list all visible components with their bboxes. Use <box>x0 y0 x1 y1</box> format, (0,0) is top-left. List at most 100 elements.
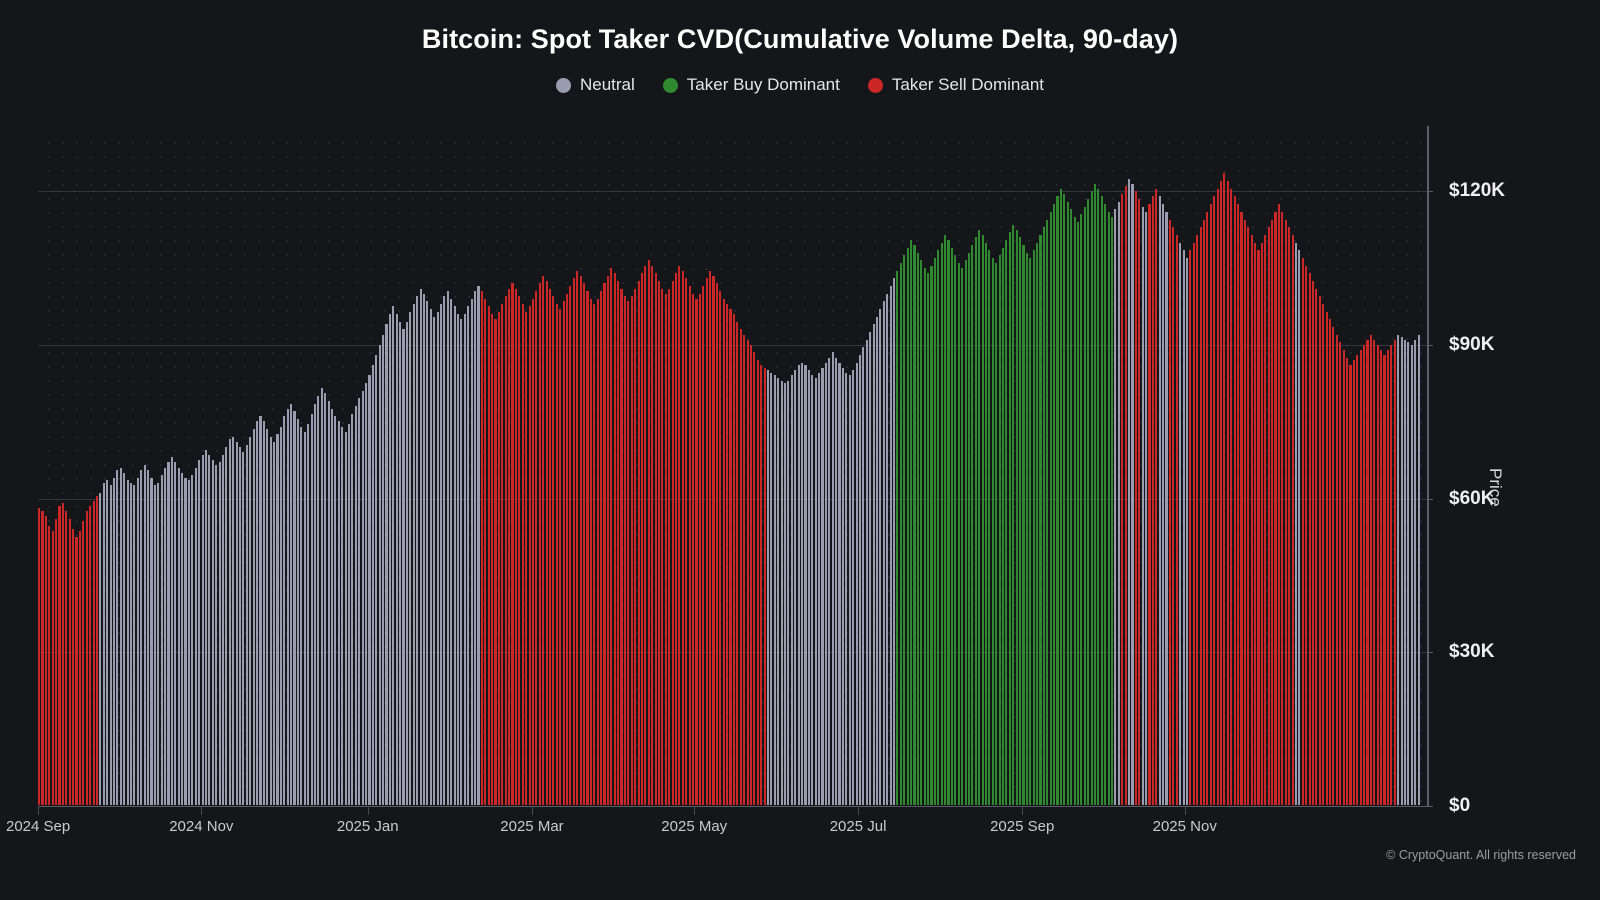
bar <box>606 275 609 805</box>
y-tick-mark <box>1427 806 1433 807</box>
bar <box>1025 252 1028 805</box>
legend-label: Taker Buy Dominant <box>686 75 840 94</box>
legend-item-sell[interactable]: Taker Sell Dominant <box>867 75 1044 95</box>
bar <box>688 285 691 805</box>
bar <box>1410 344 1413 805</box>
bar <box>576 270 579 805</box>
bar <box>249 436 252 805</box>
bar <box>644 265 647 805</box>
bar <box>760 365 763 805</box>
bar <box>794 370 797 805</box>
bar <box>692 293 695 805</box>
bar <box>160 475 163 805</box>
bar <box>613 273 616 805</box>
bar <box>923 268 926 805</box>
bar <box>617 280 620 805</box>
bar <box>259 416 262 805</box>
bar <box>252 429 255 805</box>
bar <box>950 247 953 805</box>
bar <box>1073 216 1076 805</box>
bar <box>412 303 415 805</box>
bar <box>313 403 317 805</box>
bar <box>341 426 344 805</box>
bar <box>749 344 753 805</box>
bar <box>542 275 545 805</box>
bar <box>334 416 337 805</box>
bar <box>150 477 153 805</box>
bar <box>276 434 279 805</box>
bar <box>879 308 882 805</box>
bar <box>1305 265 1308 805</box>
bar <box>1318 296 1321 805</box>
bar <box>480 291 483 805</box>
bar <box>273 441 276 805</box>
bar <box>1189 250 1192 805</box>
bar <box>181 472 184 805</box>
legend-item-buy[interactable]: Taker Buy Dominant <box>662 75 840 95</box>
bar <box>1247 227 1250 805</box>
bar <box>153 485 156 805</box>
gridline <box>38 345 1427 347</box>
bar <box>140 470 143 805</box>
bar <box>368 375 371 805</box>
bar <box>1407 342 1410 805</box>
bar <box>555 303 558 805</box>
bar <box>978 229 981 805</box>
bar <box>1168 219 1171 805</box>
bar <box>147 470 150 805</box>
x-tick-mark <box>367 806 369 815</box>
bar <box>61 503 64 805</box>
bar <box>1012 224 1015 805</box>
bar <box>920 260 923 805</box>
bar <box>399 321 402 805</box>
bar <box>310 413 313 805</box>
bar <box>1087 199 1090 805</box>
bar <box>869 332 872 805</box>
legend-item-neutral[interactable]: Neutral <box>555 75 635 95</box>
bar <box>1042 227 1045 805</box>
bar <box>671 280 674 805</box>
bar <box>1117 201 1120 805</box>
bar <box>221 454 225 805</box>
bar <box>715 283 718 805</box>
bar <box>903 255 906 805</box>
bar <box>712 275 715 805</box>
bar <box>491 314 494 805</box>
bar <box>262 421 265 805</box>
bar <box>494 319 497 805</box>
bar <box>1032 250 1035 805</box>
bar <box>709 270 712 805</box>
bar <box>528 306 531 805</box>
bar <box>484 298 487 805</box>
bar <box>378 344 381 805</box>
bar <box>514 288 517 805</box>
x-tick-mark <box>858 806 860 815</box>
bar <box>1403 339 1407 805</box>
bar <box>858 355 862 805</box>
bar <box>916 252 919 805</box>
bar <box>78 531 81 805</box>
bar <box>123 472 126 805</box>
bar <box>167 462 170 805</box>
bar <box>55 518 58 805</box>
bar <box>1015 229 1018 805</box>
bar <box>228 439 231 805</box>
bar <box>382 334 385 805</box>
bar <box>548 288 552 805</box>
bar <box>1397 334 1400 805</box>
bar <box>804 365 807 805</box>
bar <box>1237 204 1240 805</box>
x-tick-mark <box>38 806 39 815</box>
bar <box>1356 355 1359 805</box>
bar <box>899 262 902 805</box>
bar <box>991 257 994 805</box>
bar <box>681 270 684 805</box>
bar <box>463 314 466 805</box>
bar <box>1124 186 1127 805</box>
bar <box>371 365 374 805</box>
bar <box>787 380 790 805</box>
bar <box>1090 191 1093 805</box>
bar <box>1209 204 1212 805</box>
bar <box>998 255 1001 805</box>
bar <box>1339 342 1342 805</box>
